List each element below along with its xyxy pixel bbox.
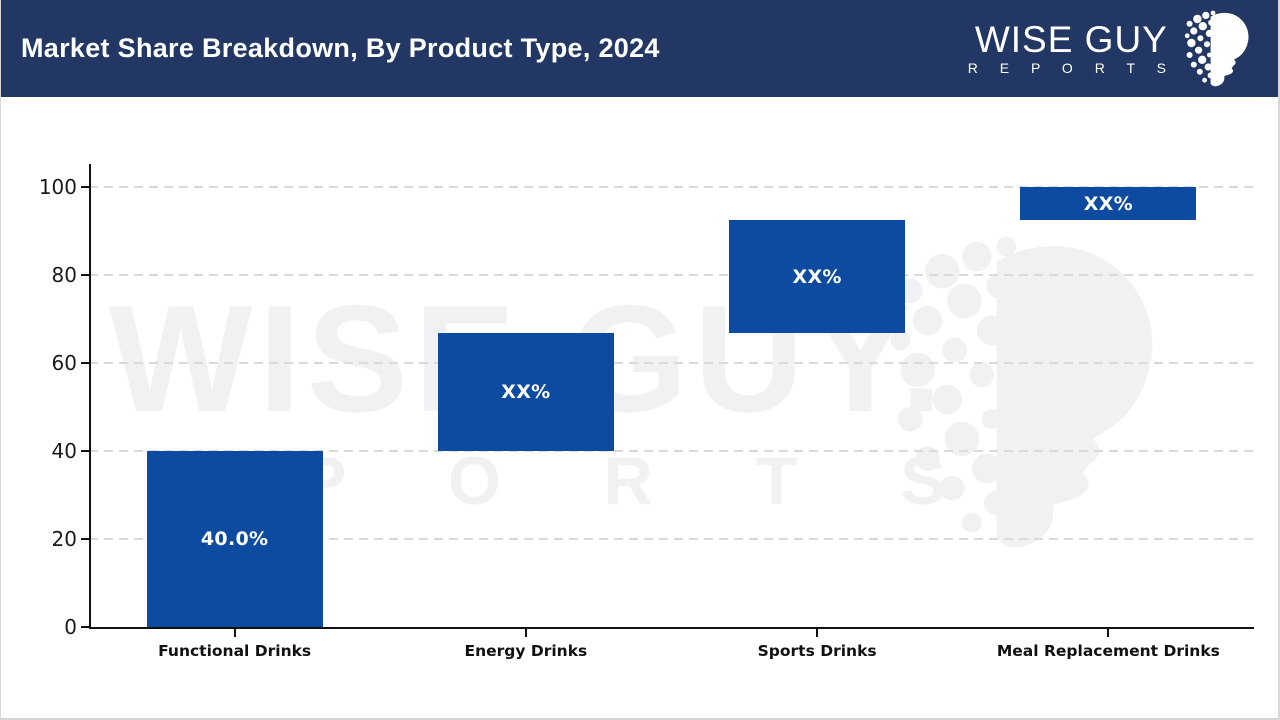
x-axis xyxy=(89,627,1254,629)
logo-wordmark: WISE GUY R E P O R T S xyxy=(968,21,1175,76)
gridline xyxy=(89,186,1254,188)
gridline xyxy=(89,362,1254,364)
y-axis-tick xyxy=(81,626,89,628)
page-title: Market Share Breakdown, By Product Type,… xyxy=(21,33,660,63)
x-tick-label: Functional Drinks xyxy=(158,642,312,660)
logo-wiseguy-text: WISE GUY xyxy=(974,19,1168,60)
bar-label: XX% xyxy=(501,381,551,404)
y-axis xyxy=(89,164,91,629)
bar-functional-drinks: 40.0% xyxy=(146,451,323,627)
x-axis-tick xyxy=(524,629,527,637)
wiseguy-logo: WISE GUY R E P O R T S xyxy=(968,7,1261,91)
gridline xyxy=(89,274,1254,276)
y-axis-tick xyxy=(81,362,89,364)
y-tick-label: 100 xyxy=(38,175,77,199)
x-axis-tick xyxy=(233,629,236,637)
x-tick-label: Sports Drinks xyxy=(757,642,877,660)
x-tick-label: Energy Drinks xyxy=(464,642,588,660)
y-axis-tick xyxy=(81,450,89,452)
x-axis-tick xyxy=(816,629,819,637)
watermark-reports: P O R T S xyxy=(301,443,988,519)
x-tick-label: Meal Replacement Drinks xyxy=(996,642,1220,660)
gridline xyxy=(89,450,1254,452)
x-axis-tick xyxy=(1107,629,1110,637)
logo-reports-text: R E P O R T S xyxy=(967,60,1175,76)
y-tick-label: 20 xyxy=(51,527,77,551)
bar-energy-drinks: XX% xyxy=(437,333,614,451)
y-tick-label: 60 xyxy=(51,351,77,375)
bar-label: XX% xyxy=(1083,192,1133,215)
bar-label: XX% xyxy=(792,265,842,288)
y-tick-label: 0 xyxy=(64,615,77,639)
y-axis-tick xyxy=(81,274,89,276)
bar-meal-replacement-drinks: XX% xyxy=(1020,187,1197,220)
y-axis-tick xyxy=(81,538,89,540)
gridline xyxy=(89,538,1254,540)
bar-sports-drinks: XX% xyxy=(729,220,906,334)
bar-label: 40.0% xyxy=(200,528,269,550)
y-axis-tick xyxy=(81,186,89,188)
wiseguy-head-icon xyxy=(1184,10,1249,86)
y-tick-label: 80 xyxy=(51,263,77,287)
y-tick-label: 40 xyxy=(51,439,77,463)
wiseguy-head-watermark xyxy=(890,236,1153,548)
header-bar: Market Share Breakdown, By Product Type,… xyxy=(1,0,1278,97)
